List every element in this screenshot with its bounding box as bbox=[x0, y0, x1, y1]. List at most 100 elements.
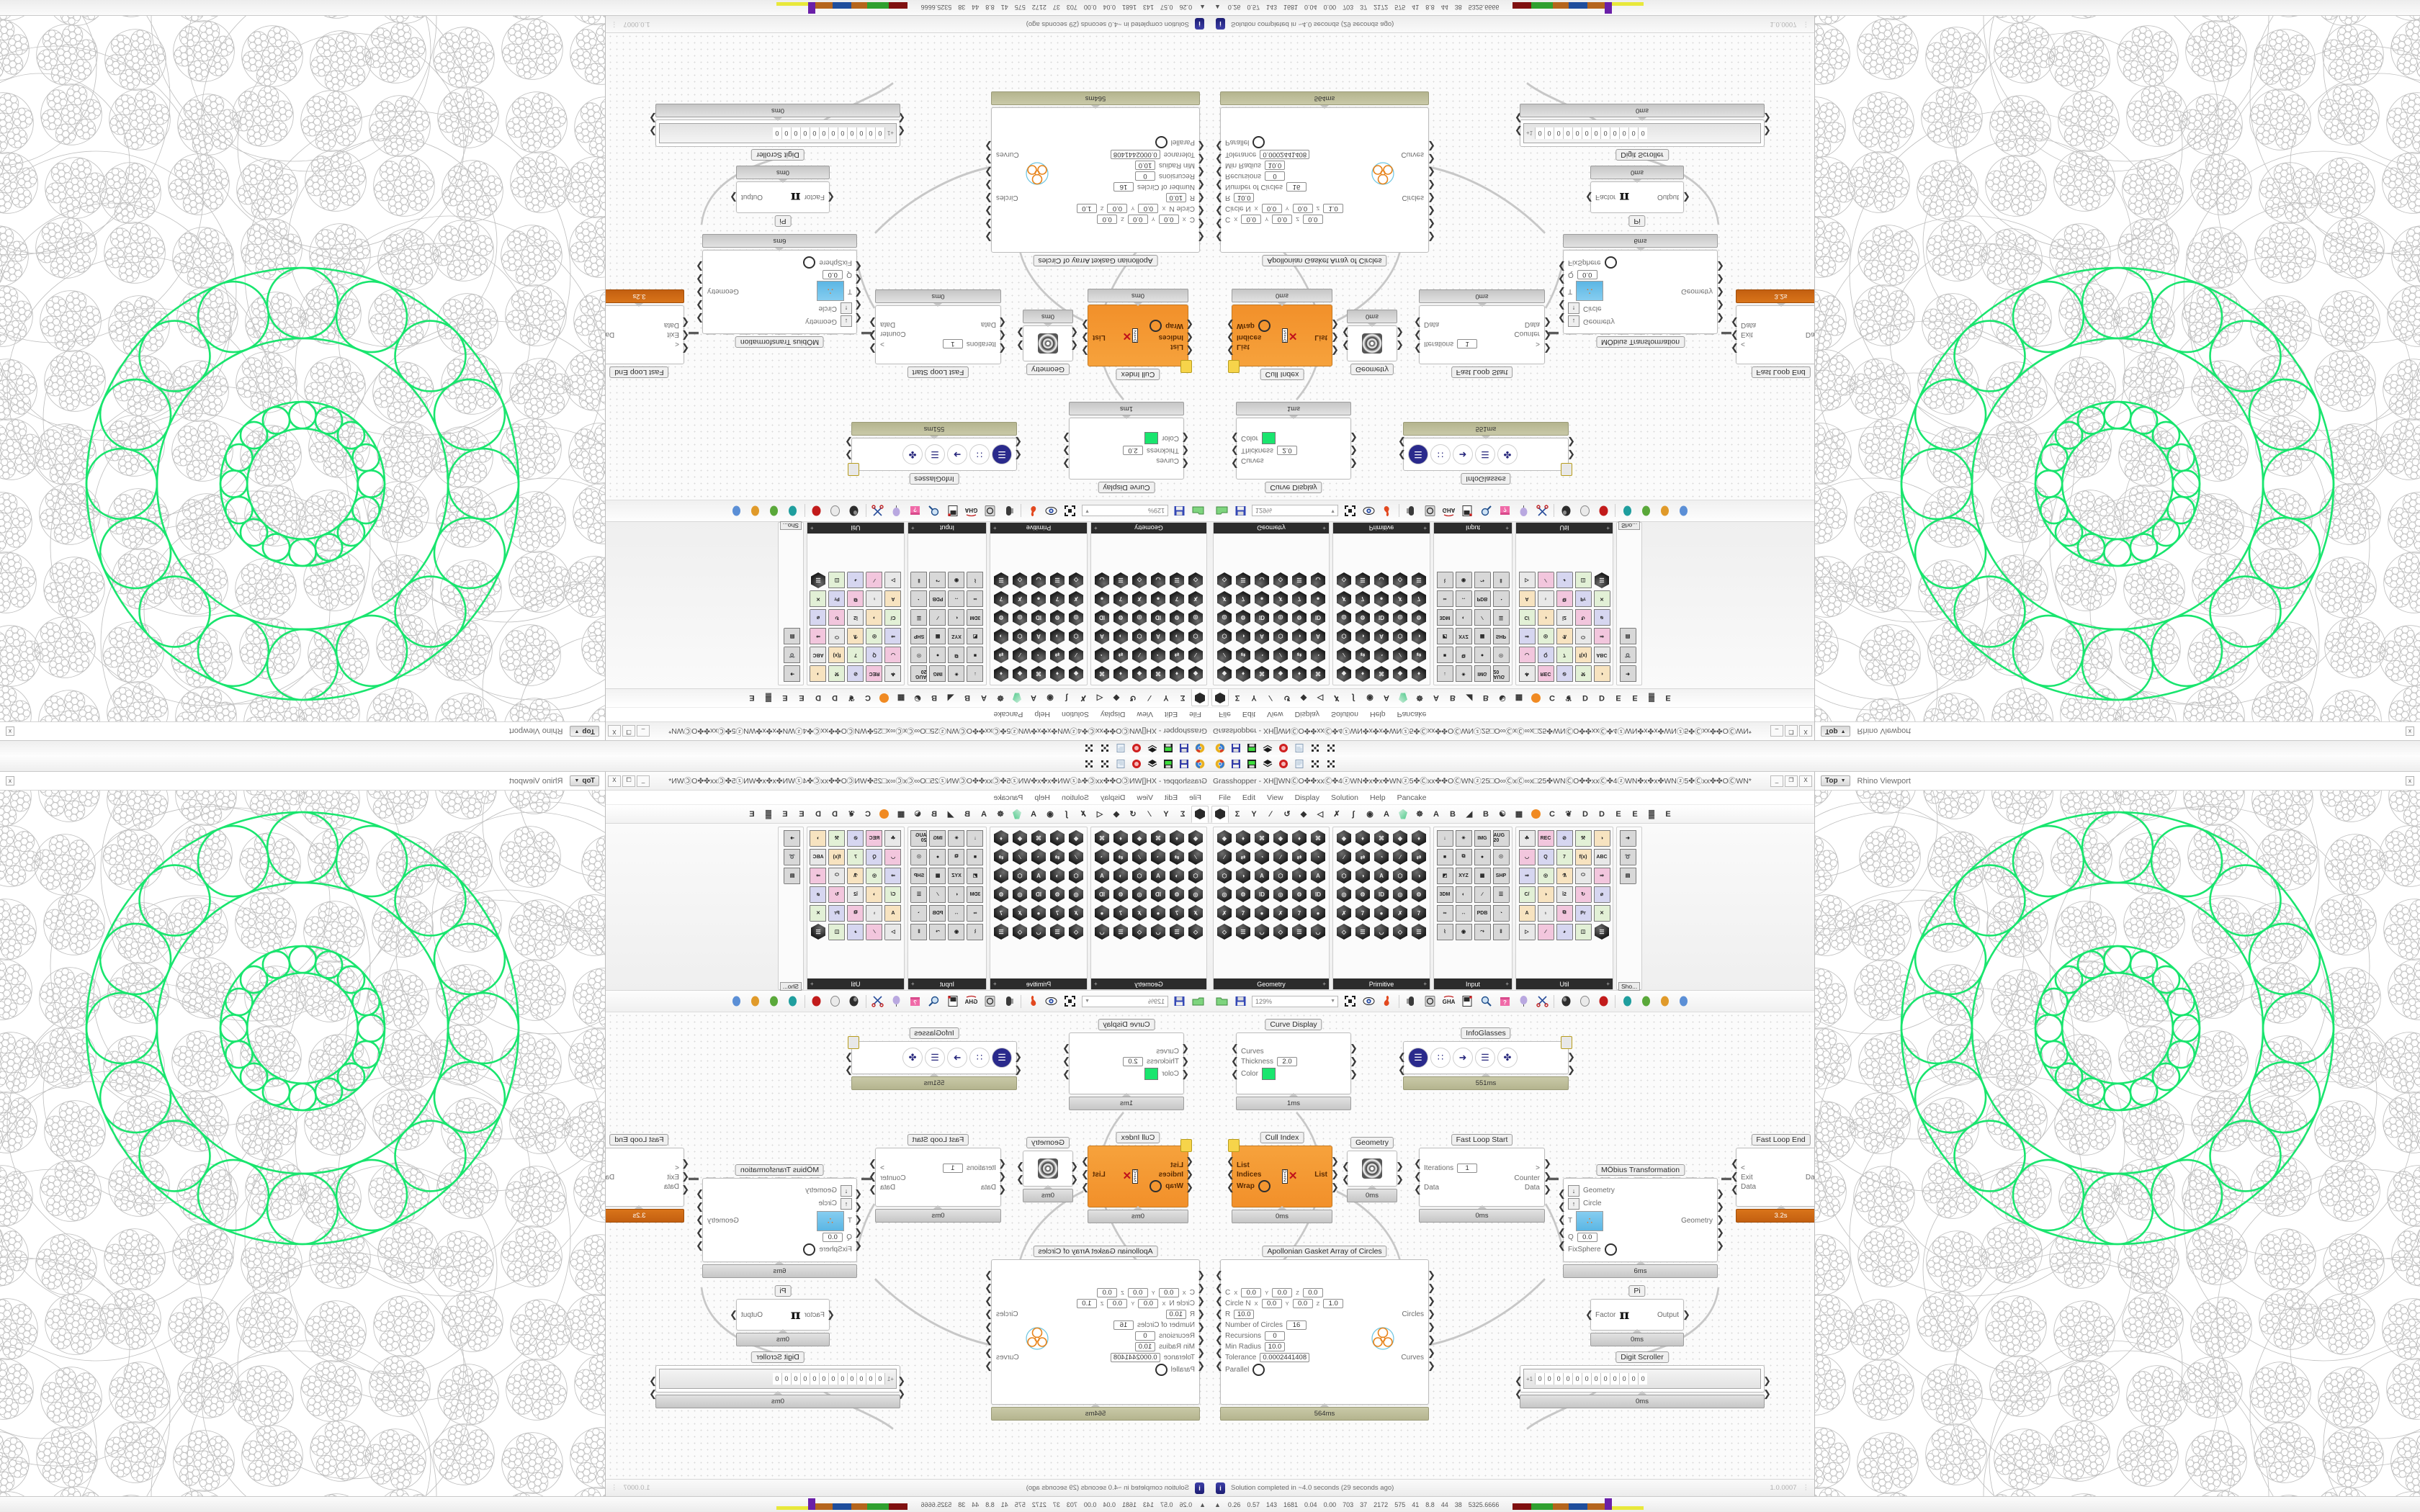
param-value-z[interactable]: 0.0 bbox=[1097, 215, 1118, 224]
input-port-4[interactable]: ❮ bbox=[1558, 1241, 1566, 1250]
chevron-down-icon[interactable]: ▼ bbox=[1085, 999, 1090, 1004]
ribbon-tab-18[interactable]: ▦ bbox=[1511, 806, 1527, 822]
input-port-2[interactable]: ❮ bbox=[1231, 433, 1239, 444]
palette-component-input-7[interactable]: ⧉ bbox=[1455, 647, 1472, 664]
palette-component-util-7[interactable]: Q bbox=[1537, 848, 1554, 865]
component-body-curve-display[interactable]: Curves Thickness 2.0 Color ❮ ❯ ❮ ❯ ❮ ❯ bbox=[1231, 418, 1358, 480]
input-port-2[interactable]: ❮ bbox=[1731, 1184, 1739, 1194]
palette-component-geometry-8[interactable]: ◑ bbox=[1168, 867, 1186, 884]
gh-component-mobius-transformation[interactable]: MÖbius Transformation ↓ Geometry ↑ Circle T ∴ G… bbox=[1558, 234, 1724, 348]
palette-component-util-19[interactable]: f(x) bbox=[828, 647, 846, 664]
palette-component-util-6[interactable]: REC bbox=[866, 665, 883, 683]
palette-component-input-22[interactable]: ◔ bbox=[1492, 590, 1510, 608]
ribbon-tab-23[interactable]: D bbox=[810, 690, 826, 706]
digit-cell-6[interactable]: 0 bbox=[1591, 1373, 1601, 1385]
palette-component-util-21[interactable]: ↻ bbox=[1574, 609, 1592, 626]
palette-component-geometry-21[interactable]: ◎ bbox=[1272, 886, 1289, 903]
palette-component-primitive-1[interactable]: ∕ bbox=[1335, 848, 1353, 865]
palette-component-geometry-7[interactable]: ⇄ bbox=[1168, 647, 1186, 664]
palette-group-input[interactable]: ↓ ■ ◩ 3DM ∞ ⌇ ✴ ⧉ XYZ ◐ ↔ ◉ IMG ● ▩ ∕ PDB ⤳ AUG 20 ☉ SHP ☰ ◔ ‖ I… bbox=[1433, 522, 1512, 685]
input-port-6[interactable]: ❮ bbox=[1215, 1348, 1223, 1357]
param-value-z[interactable]: 0.0 bbox=[1302, 215, 1323, 224]
param-row-r[interactable]: R 10.0 Circles bbox=[1221, 1309, 1428, 1320]
component-body-cull-index[interactable]: 0 1 2 ✕ List Indices List Wrap ❮ ❯ ❮ ❯ ❮ ❯ bbox=[1081, 305, 1193, 373]
palette-component-primitive-5[interactable]: ◇ bbox=[1067, 572, 1085, 589]
input-port-4[interactable]: ❮ bbox=[1215, 1322, 1223, 1331]
param-row-q[interactable]: Q 0.0 bbox=[703, 270, 856, 281]
palette-component-util-0[interactable]: ☘ bbox=[884, 665, 902, 683]
palette-component-util-21[interactable]: ↻ bbox=[828, 609, 846, 626]
param-value-y[interactable]: 0.0 bbox=[1292, 1299, 1313, 1308]
param-row-list[interactable]: List bbox=[1232, 343, 1332, 352]
save-file-icon[interactable] bbox=[1233, 994, 1247, 1009]
palette-group-primitive[interactable]: ◆ ∕ ⬡ ◎ ✗ ◇ ♦ ⇄ ◑ ⚙ 7 ☰ ⌘ ◔ A ID ● ◡ ◆ ∕ ⬡ ◎ ✗ ◇ ♦ ⇄ ◑ ⚙ 7 ☰ Primitive… bbox=[990, 522, 1088, 685]
input-port-7[interactable]: ❮ bbox=[1197, 1360, 1205, 1371]
input-port-1[interactable]: ❮ bbox=[681, 1171, 689, 1182]
output-port-2[interactable]: ❯ bbox=[1062, 1068, 1070, 1079]
palette-component-input-6[interactable]: ✴ bbox=[948, 665, 965, 683]
palette-component-geometry-10[interactable]: 7 bbox=[1234, 590, 1252, 608]
menu-pancake[interactable]: Pancake bbox=[994, 793, 1023, 802]
palette-group-util[interactable]: ☘ ◡ ⇒ C/A ▷ REC Q ◎ ◑ ♁ ∕ ⊘ 7 ⚗ ἳ2 ⧉ ◕ ⚒ f(x) ⬭ ↻ Pr ◫ ◑ ABC ⇒ ⌀ ✕ ☰… bbox=[1515, 522, 1613, 685]
output-port-0[interactable]: ❯ bbox=[1350, 1043, 1358, 1053]
palette-component-input-11[interactable]: ◉ bbox=[948, 572, 965, 589]
palette-component-input-17[interactable]: ⤳ bbox=[1474, 923, 1491, 940]
ribbon-tab-27[interactable]: E bbox=[744, 806, 760, 822]
palette-component-primitive-2[interactable]: ⬡ bbox=[1067, 628, 1085, 645]
grasshopper-ribbon-tabs[interactable]: Σ Υ ∕ ↺ ◆ ◁ ✗ ʃ ◉ A ☸ A B ◢ B ☯ ▦ C ❦ D D E E ▓ E bbox=[1210, 805, 1815, 824]
output-port-0[interactable]: ❯ bbox=[1428, 1270, 1435, 1279]
component-body-infoglasses[interactable]: ☰ ∷ ➜ ☰ ✤ ❮ ❯ ❮ ❯ bbox=[845, 437, 1022, 476]
shaded-display-icon[interactable] bbox=[1559, 994, 1573, 1009]
palette-component-geometry-17[interactable]: ◡ bbox=[1253, 923, 1270, 940]
package-icon[interactable]: ? bbox=[908, 504, 923, 518]
palette-component-input-21[interactable]: ☰ bbox=[910, 886, 928, 903]
palette-component-geometry-26[interactable]: ◑ bbox=[1112, 867, 1129, 884]
menu-solution[interactable]: Solution bbox=[1331, 711, 1358, 719]
ribbon-tab-11[interactable] bbox=[1009, 690, 1025, 706]
param-value-field[interactable]: 0 bbox=[1265, 171, 1286, 181]
boolean-toggle[interactable] bbox=[1150, 320, 1162, 333]
rhino-toolbar[interactable] bbox=[0, 740, 1210, 756]
palette-component-geometry-1[interactable]: ∕ bbox=[1216, 647, 1233, 664]
component-body-apollonian-gasket-array-of-circles[interactable]: C X 0.0 Y 0.0 Z 0.0 Circle N X 0.0 Y 0.0 Z 1.0 R 10.0 Ci… bbox=[985, 107, 1205, 253]
palette-component-util-22[interactable]: Pr bbox=[1574, 590, 1592, 608]
palette-component-util-3[interactable]: C/ bbox=[884, 886, 902, 903]
input-port-0[interactable]: ❮ bbox=[1181, 1043, 1189, 1053]
infoglasses-button-3[interactable]: ☰ bbox=[925, 1048, 945, 1068]
palette-component-geometry-9[interactable]: ⚙ bbox=[1234, 886, 1252, 903]
component-body-pi[interactable]: Factor π Output ❮ ❯ bbox=[1585, 1299, 1690, 1331]
component-body-fast-loop-start[interactable]: Iterations 1 > Counter Data Data ❮ ❯ ❮ ❯ ❮ ❯ bbox=[869, 1148, 1006, 1207]
palette-component-util-25[interactable]: ABC bbox=[1593, 848, 1610, 865]
palette-component-geometry-2[interactable]: ⬡ bbox=[1187, 628, 1204, 645]
ribbon-tab-17[interactable]: ☯ bbox=[1494, 806, 1510, 822]
output-port-1[interactable]: ❯ bbox=[1396, 1174, 1404, 1184]
palette-component-util-14[interactable]: ⚗ bbox=[847, 628, 864, 645]
palette-component-util-16[interactable]: ⧉ bbox=[1556, 904, 1573, 922]
component-flag-icon[interactable] bbox=[1561, 1036, 1572, 1049]
rhino-icon-record[interactable] bbox=[1129, 757, 1144, 771]
chevron-down-icon[interactable]: ▼ bbox=[1841, 778, 1846, 783]
output-port-3[interactable]: ❯ bbox=[696, 1227, 704, 1238]
palette-component-geometry-1[interactable]: ∕ bbox=[1216, 848, 1233, 865]
param-row-c[interactable]: C X 0.0 Y 0.0 Z 0.0 bbox=[1221, 214, 1428, 225]
palette-component-geometry-4[interactable]: ✗ bbox=[1216, 904, 1233, 922]
param-value-y[interactable]: 0.0 bbox=[1107, 204, 1128, 213]
palette-component-geometry-0[interactable]: ◆ bbox=[1216, 665, 1233, 683]
palette-component-util-0[interactable]: ☘ bbox=[884, 829, 902, 847]
param-row-t[interactable]: T ∴ Geometry bbox=[1564, 281, 1717, 302]
palette-component-geometry-28[interactable]: 7 bbox=[1291, 904, 1308, 922]
output-port-2[interactable]: ❯ bbox=[1543, 318, 1551, 328]
palette-component-input-14[interactable]: ▩ bbox=[929, 867, 946, 884]
gh-component-curve-display[interactable]: Curve Display Curves Thickness 2.0 Color ❮ ❯ ❮ ❯… bbox=[1062, 402, 1189, 493]
rhino-statusbar-caret-icon[interactable]: ▲ bbox=[1199, 1501, 1206, 1508]
param-row-data[interactable]: Data Data bbox=[1420, 1183, 1544, 1192]
param-row-factor[interactable]: Factor π Output bbox=[1591, 1306, 1683, 1323]
palette-component-geometry-22[interactable]: ✗ bbox=[1272, 590, 1289, 608]
gh-component-fast-loop-end[interactable]: Fast Loop End<ExitDataData❮❯❮❯❮❯3.2s bbox=[605, 1134, 689, 1223]
input-port-0[interactable]: ❮ bbox=[1070, 1161, 1078, 1171]
param-row-r[interactable]: R 10.0 Circles bbox=[1221, 192, 1428, 203]
palette-component-primitive-19[interactable]: ∕ bbox=[1392, 647, 1409, 664]
ribbon-tab-1[interactable]: Σ bbox=[1175, 806, 1191, 822]
palette-component-util-29[interactable]: ☰ bbox=[810, 923, 827, 940]
output-port-4[interactable]: ❯ bbox=[1428, 1322, 1435, 1331]
